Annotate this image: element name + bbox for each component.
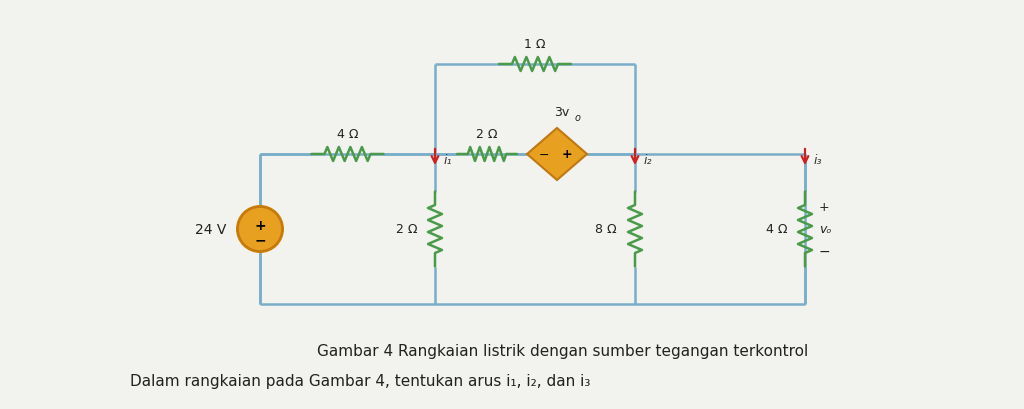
Text: 24 V: 24 V bbox=[195, 222, 226, 236]
Text: i₁: i₁ bbox=[444, 153, 453, 166]
Text: 4 Ω: 4 Ω bbox=[337, 128, 358, 141]
Text: 4 Ω: 4 Ω bbox=[766, 223, 787, 236]
Text: +: + bbox=[561, 148, 572, 161]
Text: 3v: 3v bbox=[554, 106, 569, 119]
Text: 8 Ω: 8 Ω bbox=[595, 223, 617, 236]
Text: 2 Ω: 2 Ω bbox=[395, 223, 417, 236]
Circle shape bbox=[238, 207, 282, 252]
Text: +: + bbox=[254, 218, 266, 232]
Text: Gambar 4 Rangkaian listrik dengan sumber tegangan terkontrol: Gambar 4 Rangkaian listrik dengan sumber… bbox=[316, 344, 808, 359]
Text: vₒ: vₒ bbox=[819, 223, 831, 236]
Text: 1 Ω: 1 Ω bbox=[524, 38, 546, 51]
Text: +: + bbox=[819, 201, 829, 214]
Text: Dalam rangkaian pada Gambar 4, tentukan arus i₁, i₂, dan i₃: Dalam rangkaian pada Gambar 4, tentukan … bbox=[130, 373, 590, 389]
Polygon shape bbox=[527, 129, 587, 180]
Text: −: − bbox=[819, 245, 830, 258]
Text: −: − bbox=[540, 148, 550, 161]
Text: i₂: i₂ bbox=[644, 153, 652, 166]
Circle shape bbox=[236, 205, 284, 254]
Text: −: − bbox=[254, 232, 266, 246]
Text: o: o bbox=[575, 113, 581, 123]
Text: 2 Ω: 2 Ω bbox=[476, 128, 498, 141]
Text: i₃: i₃ bbox=[814, 153, 822, 166]
